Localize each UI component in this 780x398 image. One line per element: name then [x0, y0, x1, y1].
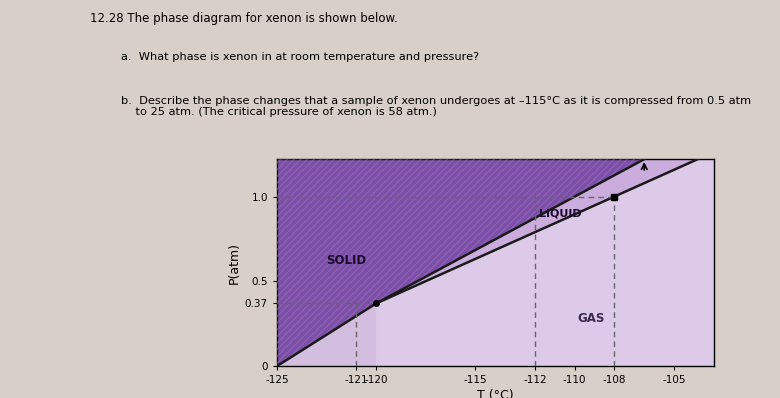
- X-axis label: T (°C): T (°C): [477, 389, 513, 398]
- Text: SOLID: SOLID: [326, 254, 367, 267]
- Text: GAS: GAS: [577, 312, 605, 325]
- Text: b.  Describe the phase changes that a sample of xenon undergoes at –115°C as it : b. Describe the phase changes that a sam…: [121, 96, 751, 117]
- Text: LIQUID: LIQUID: [539, 209, 582, 219]
- Polygon shape: [277, 159, 644, 366]
- Polygon shape: [376, 152, 714, 303]
- Text: a.  What phase is xenon in at room temperature and pressure?: a. What phase is xenon in at room temper…: [121, 52, 479, 62]
- Text: 12.28 The phase diagram for xenon is shown below.: 12.28 The phase diagram for xenon is sho…: [90, 12, 398, 25]
- Polygon shape: [376, 152, 714, 366]
- Y-axis label: P(atm): P(atm): [228, 242, 240, 284]
